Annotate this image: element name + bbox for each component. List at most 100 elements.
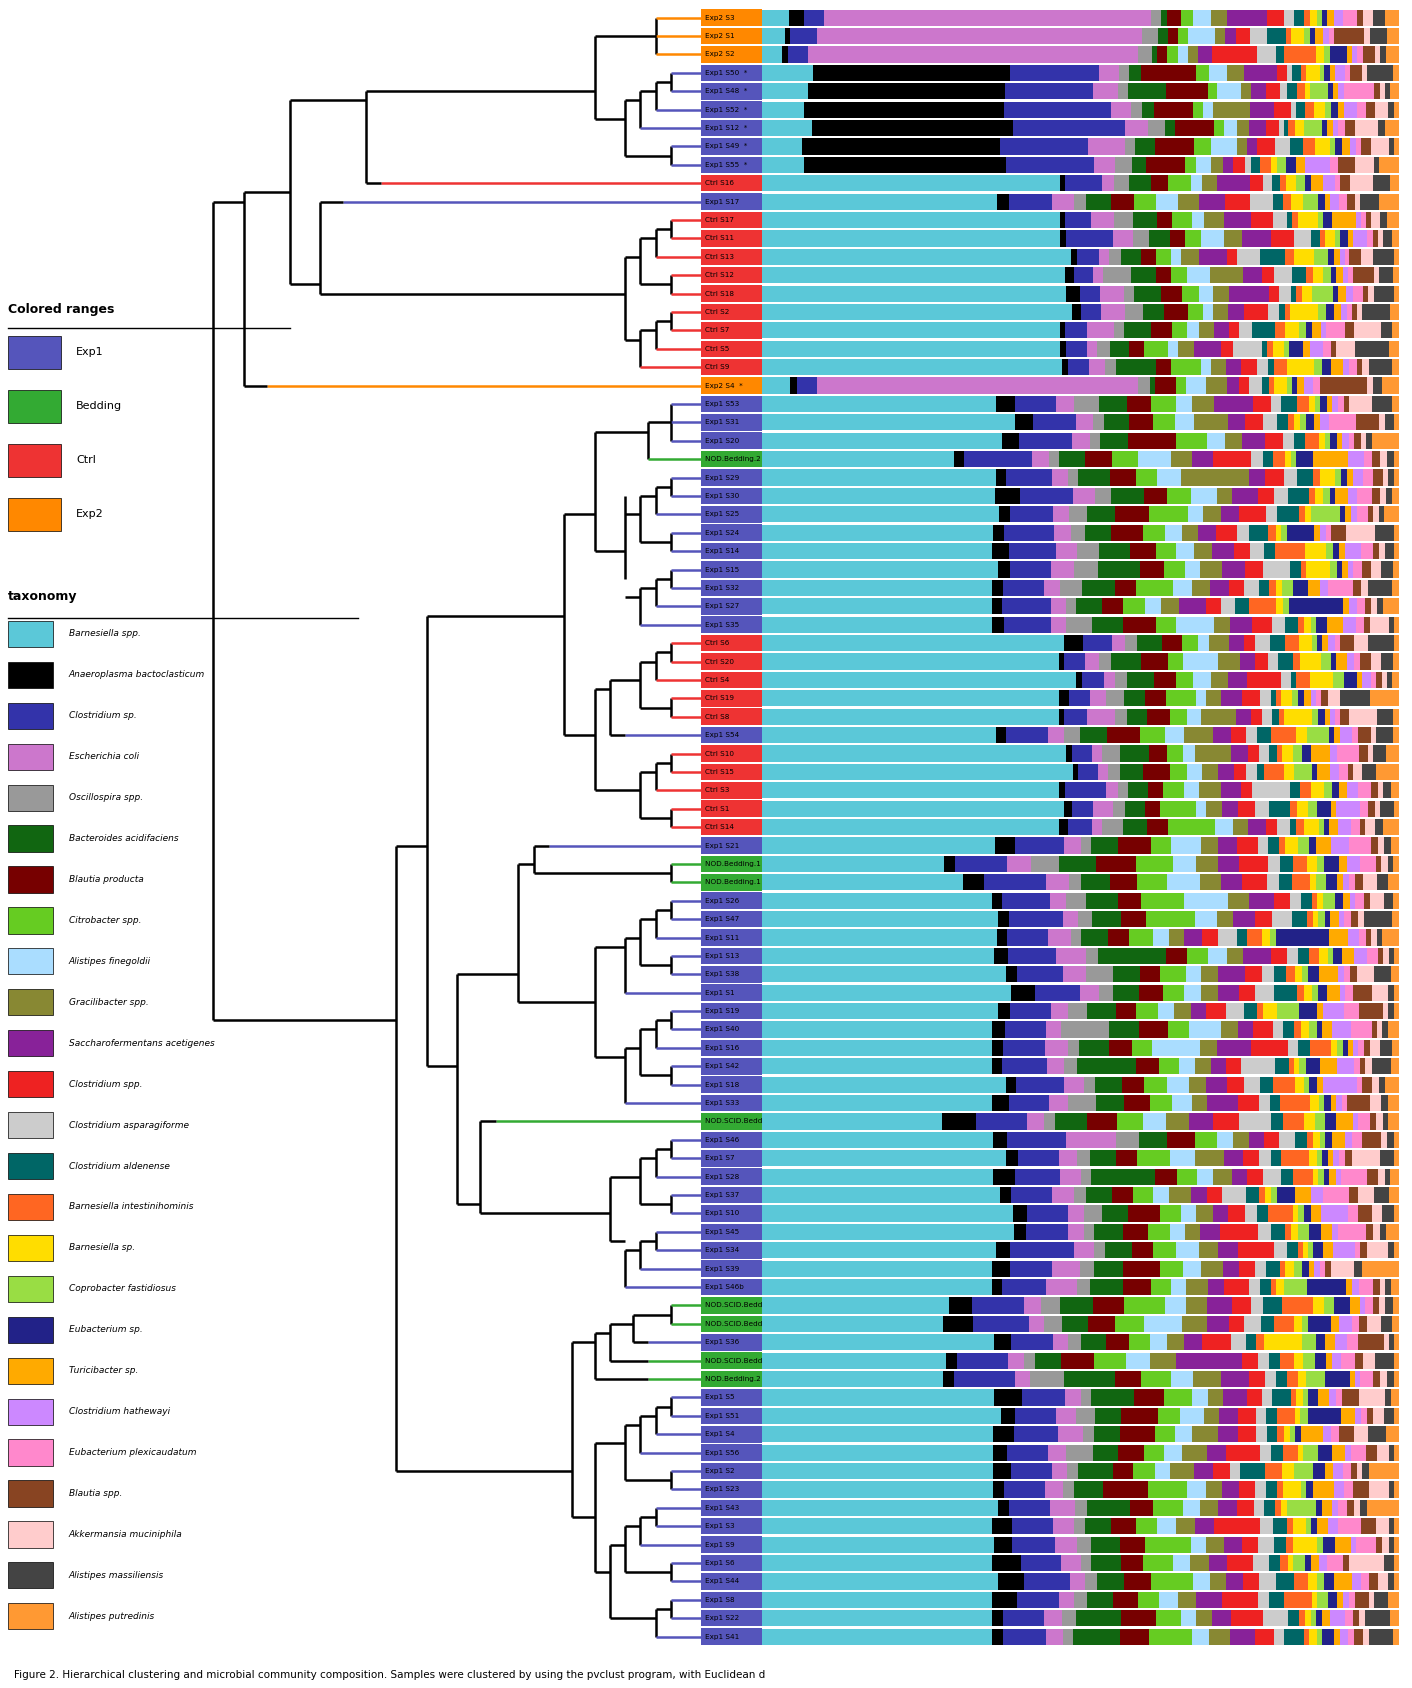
Bar <box>1372 248 1394 265</box>
Bar <box>1043 581 1060 596</box>
Bar <box>762 544 993 559</box>
Bar <box>1262 930 1271 945</box>
Bar <box>1257 728 1271 743</box>
Bar <box>1276 1371 1288 1388</box>
Bar <box>1210 1058 1226 1074</box>
Bar <box>1241 1058 1275 1074</box>
Bar <box>1200 1040 1217 1057</box>
Bar <box>1004 525 1055 540</box>
Bar <box>702 616 816 633</box>
Bar <box>1028 1315 1045 1332</box>
Bar <box>1144 1114 1166 1129</box>
Bar <box>1274 1629 1284 1644</box>
Bar <box>1182 285 1199 302</box>
Bar <box>762 1315 943 1332</box>
Bar <box>1333 1242 1354 1258</box>
Bar <box>1012 1518 1053 1534</box>
Bar <box>1374 1592 1388 1609</box>
Bar <box>1257 765 1264 780</box>
Bar <box>997 194 1010 209</box>
Bar <box>1227 1555 1254 1572</box>
Bar <box>1371 728 1377 743</box>
Bar <box>1094 157 1115 172</box>
Bar <box>762 1389 994 1406</box>
Bar <box>1108 930 1130 945</box>
Bar <box>1017 1077 1065 1092</box>
Bar <box>1219 856 1238 873</box>
Bar <box>1384 1408 1394 1425</box>
Bar <box>1138 451 1172 468</box>
Bar <box>1326 1352 1333 1369</box>
Bar <box>1364 29 1370 44</box>
Bar <box>762 1536 994 1553</box>
Bar <box>1371 213 1381 228</box>
Bar <box>702 322 816 339</box>
Bar <box>1214 1518 1260 1534</box>
Bar <box>762 1077 1005 1092</box>
Text: NOD.Bedding.1 1: NOD.Bedding.1 1 <box>706 861 768 868</box>
Bar <box>1132 157 1145 172</box>
Bar <box>1005 966 1017 982</box>
Bar <box>762 856 945 873</box>
Bar <box>1353 581 1361 596</box>
Bar <box>1130 414 1152 430</box>
Bar <box>1308 856 1317 873</box>
Bar <box>1115 581 1135 596</box>
Bar <box>1275 893 1289 908</box>
Bar <box>1211 1610 1231 1626</box>
Bar <box>1195 1463 1213 1479</box>
Bar <box>1372 451 1381 468</box>
Bar <box>1298 984 1303 1001</box>
Bar <box>1132 1040 1152 1057</box>
Text: Exp1 S5: Exp1 S5 <box>706 1394 734 1401</box>
Bar <box>1187 322 1199 339</box>
Bar <box>1368 1482 1389 1497</box>
Bar <box>762 874 963 890</box>
Bar <box>1110 1040 1132 1057</box>
Bar <box>1286 157 1296 172</box>
Bar <box>993 1610 1003 1626</box>
Bar <box>1080 874 1110 890</box>
Bar <box>1288 488 1309 505</box>
Bar <box>1010 506 1052 523</box>
Bar <box>1368 1426 1387 1442</box>
Bar <box>1347 653 1354 670</box>
Bar <box>1149 1629 1192 1644</box>
Text: Exp1 S21: Exp1 S21 <box>706 842 740 849</box>
Bar <box>1166 746 1183 761</box>
Bar <box>1317 1150 1322 1166</box>
Bar <box>1279 874 1292 890</box>
Bar <box>1312 1518 1316 1534</box>
Bar <box>1156 360 1171 375</box>
Bar <box>1361 213 1365 228</box>
Bar <box>789 10 803 25</box>
Bar <box>1262 341 1268 356</box>
Bar <box>1250 194 1272 209</box>
Bar <box>1087 341 1097 356</box>
Bar <box>1147 912 1195 927</box>
Bar <box>1381 562 1392 577</box>
Bar <box>1096 856 1135 873</box>
Bar <box>1388 1003 1394 1020</box>
Bar <box>1288 414 1295 430</box>
Bar <box>1213 1114 1238 1129</box>
Bar <box>1182 525 1199 540</box>
Bar <box>762 138 802 155</box>
Bar <box>1357 360 1363 375</box>
Bar <box>1282 1499 1288 1516</box>
Bar <box>1244 304 1268 321</box>
Bar <box>1163 562 1185 577</box>
Bar <box>1363 469 1374 486</box>
Bar <box>1308 1131 1313 1148</box>
Bar <box>702 120 816 137</box>
Bar <box>1305 29 1310 44</box>
Bar <box>1115 360 1156 375</box>
Text: Ctrl S11: Ctrl S11 <box>706 235 734 241</box>
Bar <box>1223 1389 1247 1406</box>
Text: Exp2 S2: Exp2 S2 <box>706 51 734 57</box>
Bar <box>1360 819 1365 836</box>
Bar <box>1015 837 1065 854</box>
Bar <box>1394 1242 1399 1258</box>
Bar <box>1130 1499 1154 1516</box>
Bar <box>1255 1408 1267 1425</box>
